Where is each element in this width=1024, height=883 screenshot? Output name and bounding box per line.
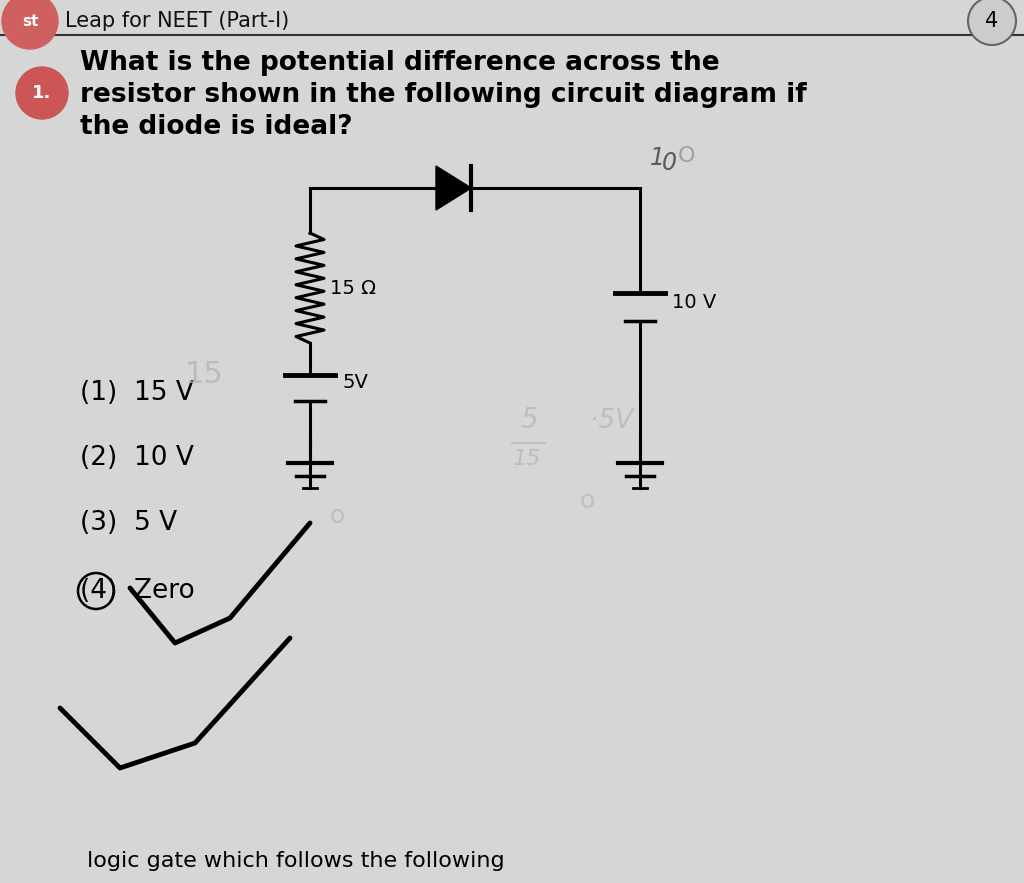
Text: Leap for NEET (Part-I): Leap for NEET (Part-I) [65, 11, 289, 31]
Text: st: st [22, 13, 38, 28]
Text: logic gate which follows the following: logic gate which follows the following [30, 851, 505, 871]
Text: 4: 4 [985, 11, 998, 31]
Text: O: O [678, 146, 695, 166]
Text: ·5V: ·5V [590, 408, 633, 434]
Polygon shape [436, 166, 471, 210]
Text: 15: 15 [185, 360, 224, 389]
Circle shape [968, 0, 1016, 45]
Text: 10 V: 10 V [672, 292, 716, 312]
Text: 15 Ω: 15 Ω [330, 278, 376, 298]
Text: (1)  15 V: (1) 15 V [80, 380, 194, 406]
Circle shape [16, 67, 68, 119]
Text: resistor shown in the following circuit diagram if: resistor shown in the following circuit … [80, 82, 807, 108]
Text: (4)  Zero: (4) Zero [80, 578, 195, 604]
Text: o: o [580, 489, 595, 513]
Text: 0: 0 [662, 151, 677, 175]
Text: 15: 15 [513, 449, 542, 469]
Circle shape [2, 0, 58, 49]
Text: 5V: 5V [342, 374, 368, 393]
Text: (3)  5 V: (3) 5 V [80, 510, 177, 536]
Text: 1.: 1. [33, 84, 51, 102]
Text: What is the potential difference across the: What is the potential difference across … [80, 50, 720, 76]
Text: the diode is ideal?: the diode is ideal? [80, 114, 352, 140]
Text: 1: 1 [650, 146, 665, 170]
Text: 5: 5 [520, 406, 538, 434]
Text: (2)  10 V: (2) 10 V [80, 445, 194, 471]
Text: o: o [330, 504, 345, 528]
